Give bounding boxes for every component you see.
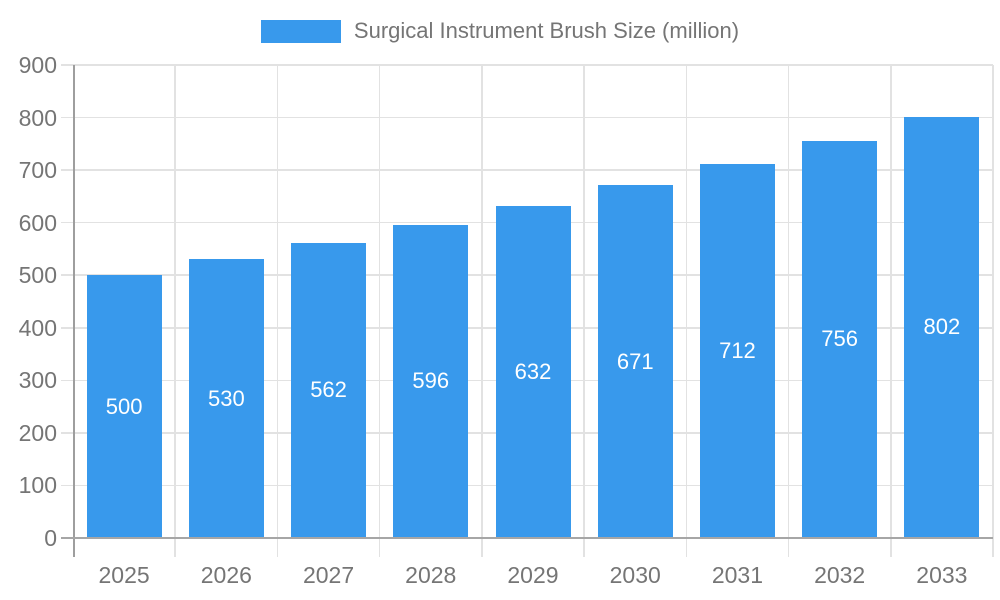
bar-value-label: 500: [105, 393, 143, 419]
x-axis-tick-label: 2032: [814, 562, 866, 588]
y-axis-tick-label: 200: [18, 419, 57, 446]
x-axis-line: [61, 536, 993, 539]
x-axis-tick-label: 2030: [609, 562, 661, 588]
x-axis-tick-label: 2029: [507, 562, 559, 588]
gridline-vertical: [890, 65, 892, 557]
bar: 802: [904, 116, 980, 538]
bar-value-label: 671: [616, 348, 654, 374]
bar-value-label: 712: [719, 337, 756, 363]
y-axis-tick-label: 800: [18, 104, 57, 131]
bar-value-label: 562: [310, 377, 347, 403]
bar: 530: [188, 259, 264, 538]
x-axis-tick-label: 2027: [302, 562, 355, 588]
bar-value-label: 756: [821, 326, 859, 352]
bar: 632: [495, 205, 571, 538]
gridline-vertical: [174, 65, 176, 557]
bar: 562: [291, 242, 367, 538]
bar: 712: [699, 163, 775, 538]
y-axis-tick-label: 600: [18, 209, 57, 236]
gridline-horizontal: [61, 64, 993, 66]
y-axis-tick-label: 0: [44, 525, 57, 551]
bar-value-label: 632: [514, 358, 552, 384]
gridline-vertical: [787, 65, 790, 557]
x-axis-tick-label: 2026: [200, 562, 252, 588]
gridline-vertical: [276, 65, 279, 557]
bar-value-label: 802: [923, 314, 961, 340]
bar: 756: [802, 140, 878, 538]
bar-value-label: 530: [207, 385, 245, 411]
legend-swatch: [260, 19, 341, 43]
y-axis-tick-label: 400: [18, 314, 57, 341]
gridline-vertical: [378, 65, 381, 557]
y-axis-tick-label: 900: [18, 52, 57, 78]
bar: 671: [597, 185, 673, 538]
x-axis-tick-label: 2031: [711, 562, 764, 588]
x-axis-tick-label: 2033: [916, 562, 968, 588]
y-axis-line: [73, 65, 75, 557]
legend-label: Surgical Instrument Brush Size (million): [353, 18, 740, 43]
y-axis-tick-label: 300: [18, 367, 57, 394]
bar: 596: [393, 224, 469, 538]
x-axis-tick-label: 2025: [98, 562, 150, 588]
y-axis-tick-label: 100: [18, 472, 57, 499]
bar: 500: [86, 275, 162, 538]
y-axis-tick-label: 500: [18, 262, 57, 289]
y-axis-tick-label: 700: [18, 157, 57, 184]
gridline-vertical: [481, 65, 483, 557]
gridline-vertical: [685, 65, 688, 557]
bar-value-label: 596: [412, 368, 450, 394]
x-axis-tick-label: 2028: [405, 562, 457, 588]
gridline-vertical: [583, 65, 585, 557]
legend: Surgical Instrument Brush Size (million): [0, 19, 1000, 43]
gridline-horizontal: [61, 169, 993, 171]
gridline-vertical: [992, 65, 994, 557]
plot-area: 500 530 562 596 632 671 712 756 802 2025 2026 2027 2…: [61, 64, 994, 588]
gridline-horizontal: [61, 116, 993, 119]
